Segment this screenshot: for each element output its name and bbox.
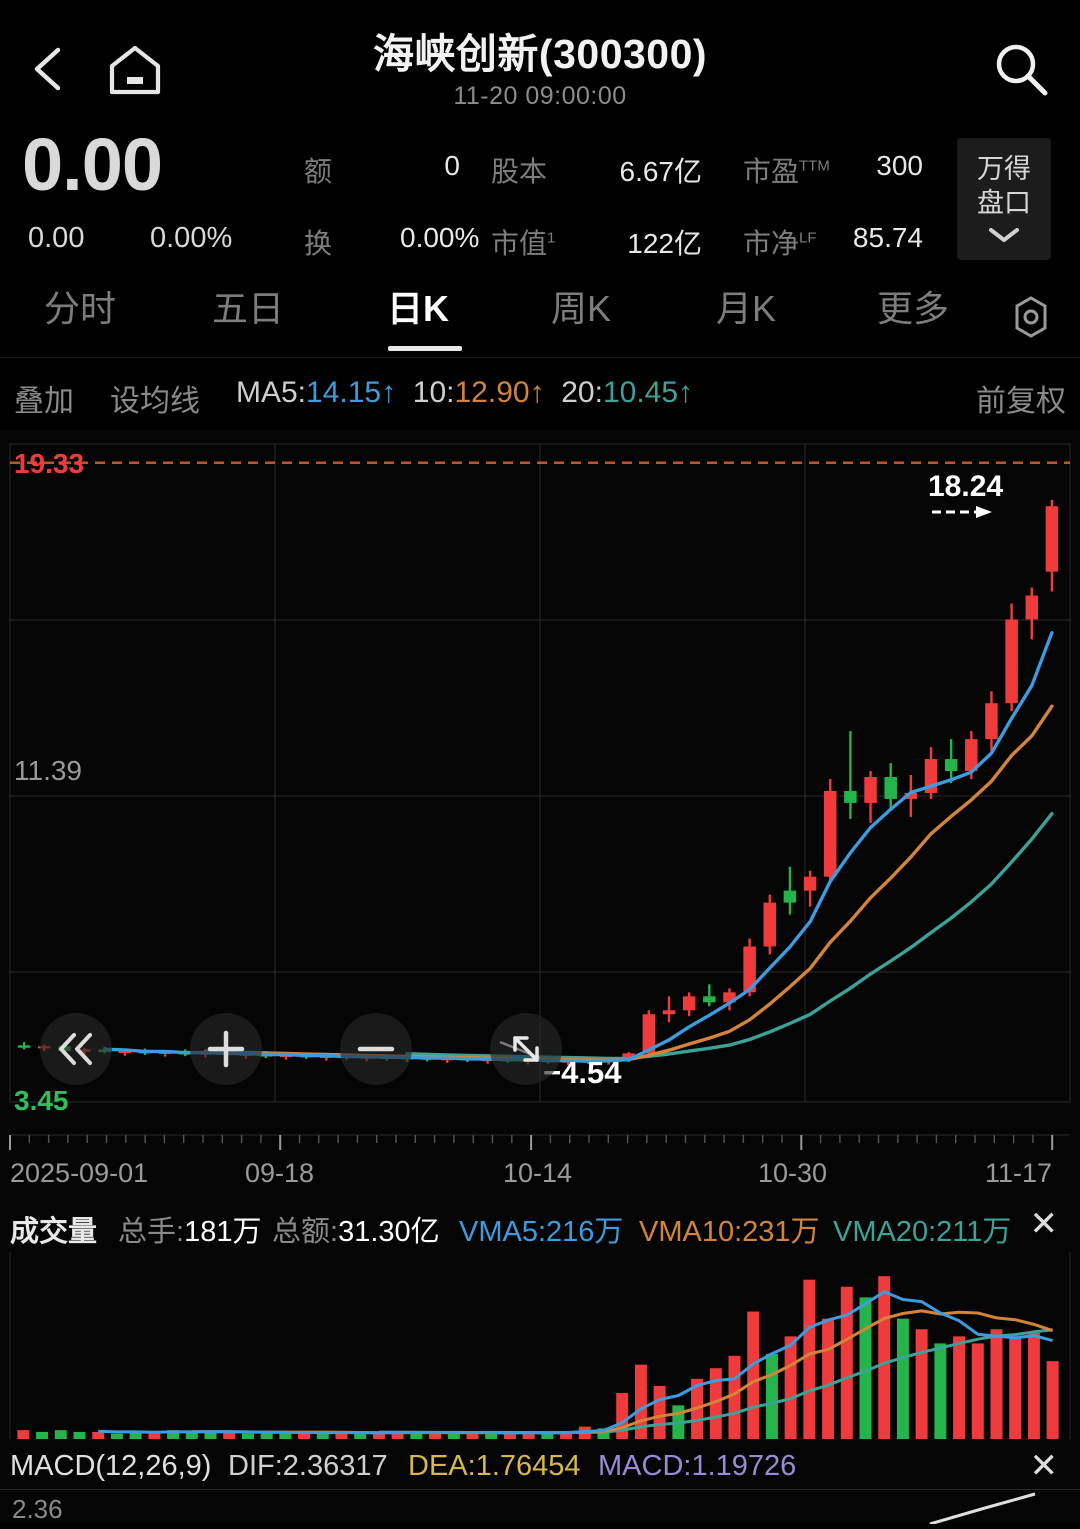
stat-label-marketcap: 市值1 [491,228,556,259]
vma5-value: VMA5:216万 [459,1216,624,1248]
tab-monthk[interactable]: 月K [716,288,777,329]
ma10-value: 12.90 [454,376,530,409]
ma10-arrow: ↑ [529,376,545,409]
ma20-arrow: ↑ [678,376,694,409]
stat-value-marketcap: 122亿 [627,228,702,259]
tab-weekk[interactable]: 周K [551,288,612,329]
vma10-value: VMA10:231万 [639,1216,820,1248]
y-axis-mid: 11.39 [14,755,82,786]
y-axis-low: 3.45 [14,1085,69,1116]
x-tick-0: 2025-09-01 [10,1158,149,1188]
macd-dea: DEA:1.76454 [408,1450,581,1482]
stat-label-pe: 市盈TTM [743,156,830,187]
y-axis-high: 19.33 [14,448,85,479]
stat-label-amount: 额 [304,156,333,187]
prev-page-button[interactable] [40,1013,112,1085]
arrow-right-icon [932,506,992,518]
stat-label-pb: 市净LF [743,228,817,259]
zoom-in-button[interactable] [190,1013,262,1085]
ma5-value: 14.15 [306,376,382,409]
stat-value-amount: 0 [444,150,460,181]
tab-dayk[interactable]: 日K [387,288,449,329]
x-tick-2: 10-14 [503,1158,573,1188]
ma-values: MA5:14.15↑ 10:12.90↑ 20:10.45↑ [236,376,693,410]
last-price-tag: 18.24 [928,470,1003,520]
expand-button[interactable] [490,1013,562,1085]
close-macd-panel-button[interactable]: ✕ [1029,1447,1059,1485]
chevron-down-icon [989,228,1019,242]
tab-more[interactable]: 更多 [877,288,950,329]
vma20-value: VMA20:211万 [833,1216,1012,1248]
close-volume-panel-button[interactable]: ✕ [1029,1205,1059,1243]
overlay-button[interactable]: 叠加 [14,385,74,418]
page-title: 海峡创新(300300) [372,31,708,77]
tab-minute[interactable]: 分时 [44,288,117,329]
chart-settings-button[interactable] [1008,294,1054,345]
x-tick-4: 11-17 [985,1158,1053,1188]
macd-chart-svg [929,1492,1036,1526]
minus-icon [357,1046,395,1052]
home-icon [109,45,161,95]
quote-timestamp: 11-20 09:00:00 [453,82,627,110]
expand-diagonal-icon [513,1036,539,1062]
wind-orderbook-button[interactable]: 万得 盘口 [957,138,1051,260]
volume-total-hands: 总手:181万 [118,1216,262,1248]
set-ma-button[interactable]: 设均线 [110,385,200,418]
wind-label-line2: 盘口 [977,188,1031,218]
home-button[interactable] [106,44,164,96]
ma5-label: MA5: [236,376,307,409]
header-bar: 海峡创新(300300) 11-20 09:00:00 0.00 0.00 0.… [0,0,1080,272]
tab-fiveday[interactable]: 五日 [212,288,285,329]
stat-label-shares: 股本 [491,156,548,187]
x-axis: 2025-09-01 09-18 10-14 10-30 11-17 [0,1126,1080,1196]
double-chevron-left-icon [59,1033,92,1065]
last-price: 0.00 [22,123,163,206]
search-button[interactable] [990,38,1052,100]
ma5-arrow: ↑ [381,376,397,409]
volume-chart[interactable] [0,1252,1080,1447]
price-change-percent: 0.00% [150,222,233,254]
adjust-mode-button[interactable]: 前复权 [976,385,1066,418]
zoom-out-button[interactable] [340,1013,412,1085]
macd-y-top: 2.36 [12,1494,63,1524]
candlestick-chart[interactable]: 19.33 11.39 3.45 18.24 −4.54 [0,430,1080,1140]
back-button[interactable] [26,42,72,96]
stat-value-pe: 300 [876,150,923,181]
wind-label-line1: 万得 [977,154,1031,184]
ma10-label: 10: [412,376,455,409]
x-tick-1: 09-18 [245,1158,315,1188]
macd-chart[interactable]: 2.36 [0,1489,1080,1526]
ma20-value: 10.45 [602,376,679,409]
price-change: 0.00 [28,222,85,254]
x-axis-ticks-svg [9,1126,1070,1150]
moving-average-bar: 叠加 设均线 MA5:14.15↑ 10:12.90↑ 20:10.45↑ 前复… [0,358,1080,430]
volume-chart-svg [0,1252,1080,1447]
chevron-left-icon [34,47,61,91]
x-tick-3: 10-30 [758,1158,828,1188]
macd-value: MACD:1.19726 [598,1450,797,1482]
stat-value-shares: 6.67亿 [619,156,703,187]
chart-period-tabs: 分时 五日 日K 周K 月K 更多 [0,272,1080,358]
search-icon [996,44,1048,96]
gear-icon [1015,296,1047,338]
volume-total-amount: 总额:31.30亿 [272,1216,440,1248]
volume-title: 成交量 [10,1216,98,1248]
ma20-label: 20: [561,376,603,409]
stat-label-turnover: 换 [304,228,333,259]
macd-dif: DIF:2.36317 [228,1450,388,1482]
macd-title: MACD(12,26,9) [10,1450,212,1482]
active-tab-indicator [388,346,462,351]
stat-value-turnover: 0.00% [400,222,480,253]
stat-value-pb: 85.74 [852,222,923,253]
plus-icon [207,1030,245,1068]
macd-header: MACD(12,26,9) DIF:2.36317 DEA:1.76454 MA… [0,1447,1080,1492]
last-price-tag-value: 18.24 [928,470,1004,503]
volume-header: 成交量 总手:181万 总额:31.30亿 VMA5:216万 VMA10:23… [0,1204,1080,1252]
